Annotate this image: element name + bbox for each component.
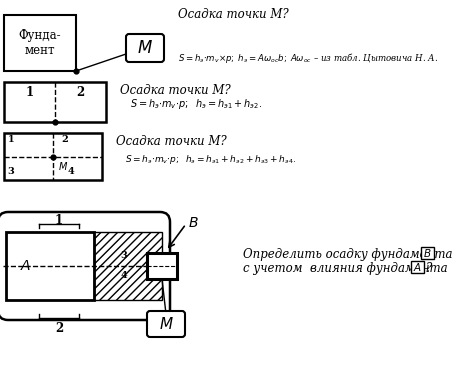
Text: $S = h_э{\cdot}m_v{\cdot}p;\;\;h_э = h_{э1} + h_{э2} + h_{э3} + h_{э4}.$: $S = h_э{\cdot}m_v{\cdot}p;\;\;h_э = h_{…	[125, 153, 296, 166]
Bar	[411, 261, 424, 273]
Bar	[4, 82, 106, 122]
Text: 4: 4	[120, 272, 128, 280]
Text: $\mathit{A}$: $\mathit{A}$	[20, 259, 32, 273]
Text: 1: 1	[26, 86, 34, 99]
Text: 1: 1	[8, 135, 14, 144]
Text: 2: 2	[76, 86, 85, 99]
Text: с учетом  влияния фундамента: с учетом влияния фундамента	[243, 262, 447, 275]
Text: $\mathit{M}$: $\mathit{M}$	[58, 160, 68, 172]
Text: 1: 1	[55, 214, 63, 227]
Text: 2: 2	[62, 135, 68, 144]
Text: $\mathit{B}$: $\mathit{B}$	[188, 216, 199, 230]
Text: 3: 3	[120, 252, 128, 261]
Bar	[94, 232, 162, 300]
Text: Фунда-
мент: Фунда- мент	[18, 28, 61, 57]
FancyBboxPatch shape	[147, 311, 185, 337]
Text: $S = h_э{\cdot}m_v{\times}p;\;h_э = A\omega_{oc}b;\;A\omega_{oc}$ – из табл. Цыт: $S = h_э{\cdot}m_v{\times}p;\;h_э = A\om…	[178, 51, 438, 65]
Bar	[421, 247, 434, 259]
Text: 3: 3	[8, 168, 14, 177]
Bar	[147, 253, 177, 279]
Text: ?: ?	[426, 262, 432, 275]
Bar	[4, 133, 102, 180]
Text: $\mathit{B}$: $\mathit{B}$	[423, 247, 432, 259]
Text: Осадка точки M?: Осадка точки M?	[120, 84, 231, 97]
Text: $\mathbf{\mathit{M}}$: $\mathbf{\mathit{M}}$	[159, 316, 173, 332]
FancyBboxPatch shape	[0, 212, 170, 320]
Text: Определить осадку фундамента: Определить осадку фундамента	[243, 248, 453, 261]
Bar	[6, 232, 94, 300]
Bar	[94, 232, 162, 300]
Text: $\mathit{A}$: $\mathit{A}$	[413, 261, 422, 273]
FancyBboxPatch shape	[126, 34, 164, 62]
Text: Осадка точки M?: Осадка точки M?	[178, 8, 289, 21]
Text: $\mathbf{\mathit{M}}$: $\mathbf{\mathit{M}}$	[137, 39, 153, 57]
Bar	[4, 15, 76, 71]
Text: 4: 4	[68, 168, 74, 177]
Text: 2: 2	[55, 322, 63, 335]
Text: Осадка точки M?: Осадка точки M?	[116, 135, 227, 148]
Text: $S = h_э{\cdot}m_v{\cdot}p;\;\;h_э = h_{э1} + h_{э2}.$: $S = h_э{\cdot}m_v{\cdot}p;\;\;h_э = h_{…	[130, 97, 263, 111]
